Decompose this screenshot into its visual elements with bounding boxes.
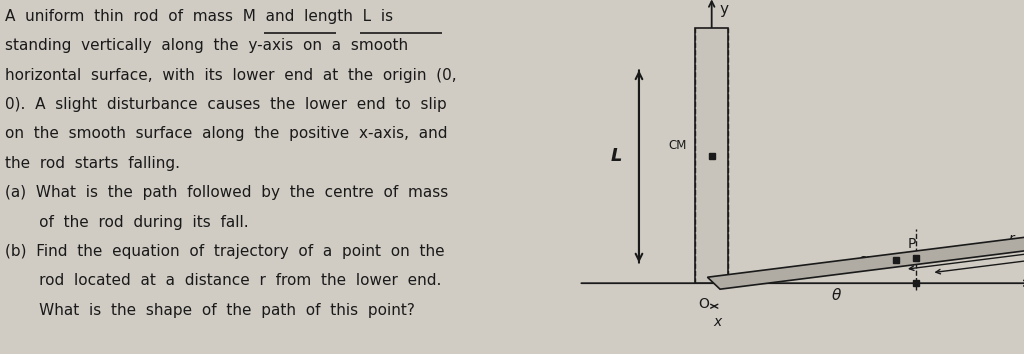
Text: CM: CM — [858, 255, 877, 268]
Text: (b)  Find  the  equation  of  trajectory  of  a  point  on  the: (b) Find the equation of trajectory of a… — [5, 244, 444, 259]
Text: What  is  the  shape  of  the  path  of  this  point?: What is the shape of the path of this po… — [5, 303, 415, 318]
Bar — [695, 28, 728, 283]
Text: O: O — [698, 297, 709, 312]
Text: L: L — [610, 147, 623, 165]
Text: the  rod  starts  falling.: the rod starts falling. — [5, 156, 180, 171]
Text: $\theta$: $\theta$ — [831, 287, 842, 303]
Text: P: P — [908, 238, 916, 251]
Text: on  the  smooth  surface  along  the  positive  x-axis,  and: on the smooth surface along the positive… — [5, 126, 447, 141]
Text: x: x — [714, 315, 722, 329]
Text: 0).  A  slight  disturbance  causes  the  lower  end  to  slip: 0). A slight disturbance causes the lowe… — [5, 97, 446, 112]
Text: r: r — [1009, 233, 1014, 246]
Text: rod  located  at  a  distance  r  from  the  lower  end.: rod located at a distance r from the low… — [5, 273, 441, 288]
Text: CM: CM — [669, 139, 687, 152]
Text: horizontal  surface,  with  its  lower  end  at  the  origin  (0,: horizontal surface, with its lower end a… — [5, 68, 457, 82]
Text: standing  vertically  along  the  y-axis  on  a  smooth: standing vertically along the y-axis on … — [5, 38, 409, 53]
Text: y: y — [720, 2, 729, 17]
Text: of  the  rod  during  its  fall.: of the rod during its fall. — [5, 215, 249, 229]
Text: A  uniform  thin  rod  of  mass  M  and  length  L  is: A uniform thin rod of mass M and length … — [5, 9, 393, 24]
Polygon shape — [708, 226, 1024, 289]
Text: (a)  What  is  the  path  followed  by  the  centre  of  mass: (a) What is the path followed by the cen… — [5, 185, 449, 200]
